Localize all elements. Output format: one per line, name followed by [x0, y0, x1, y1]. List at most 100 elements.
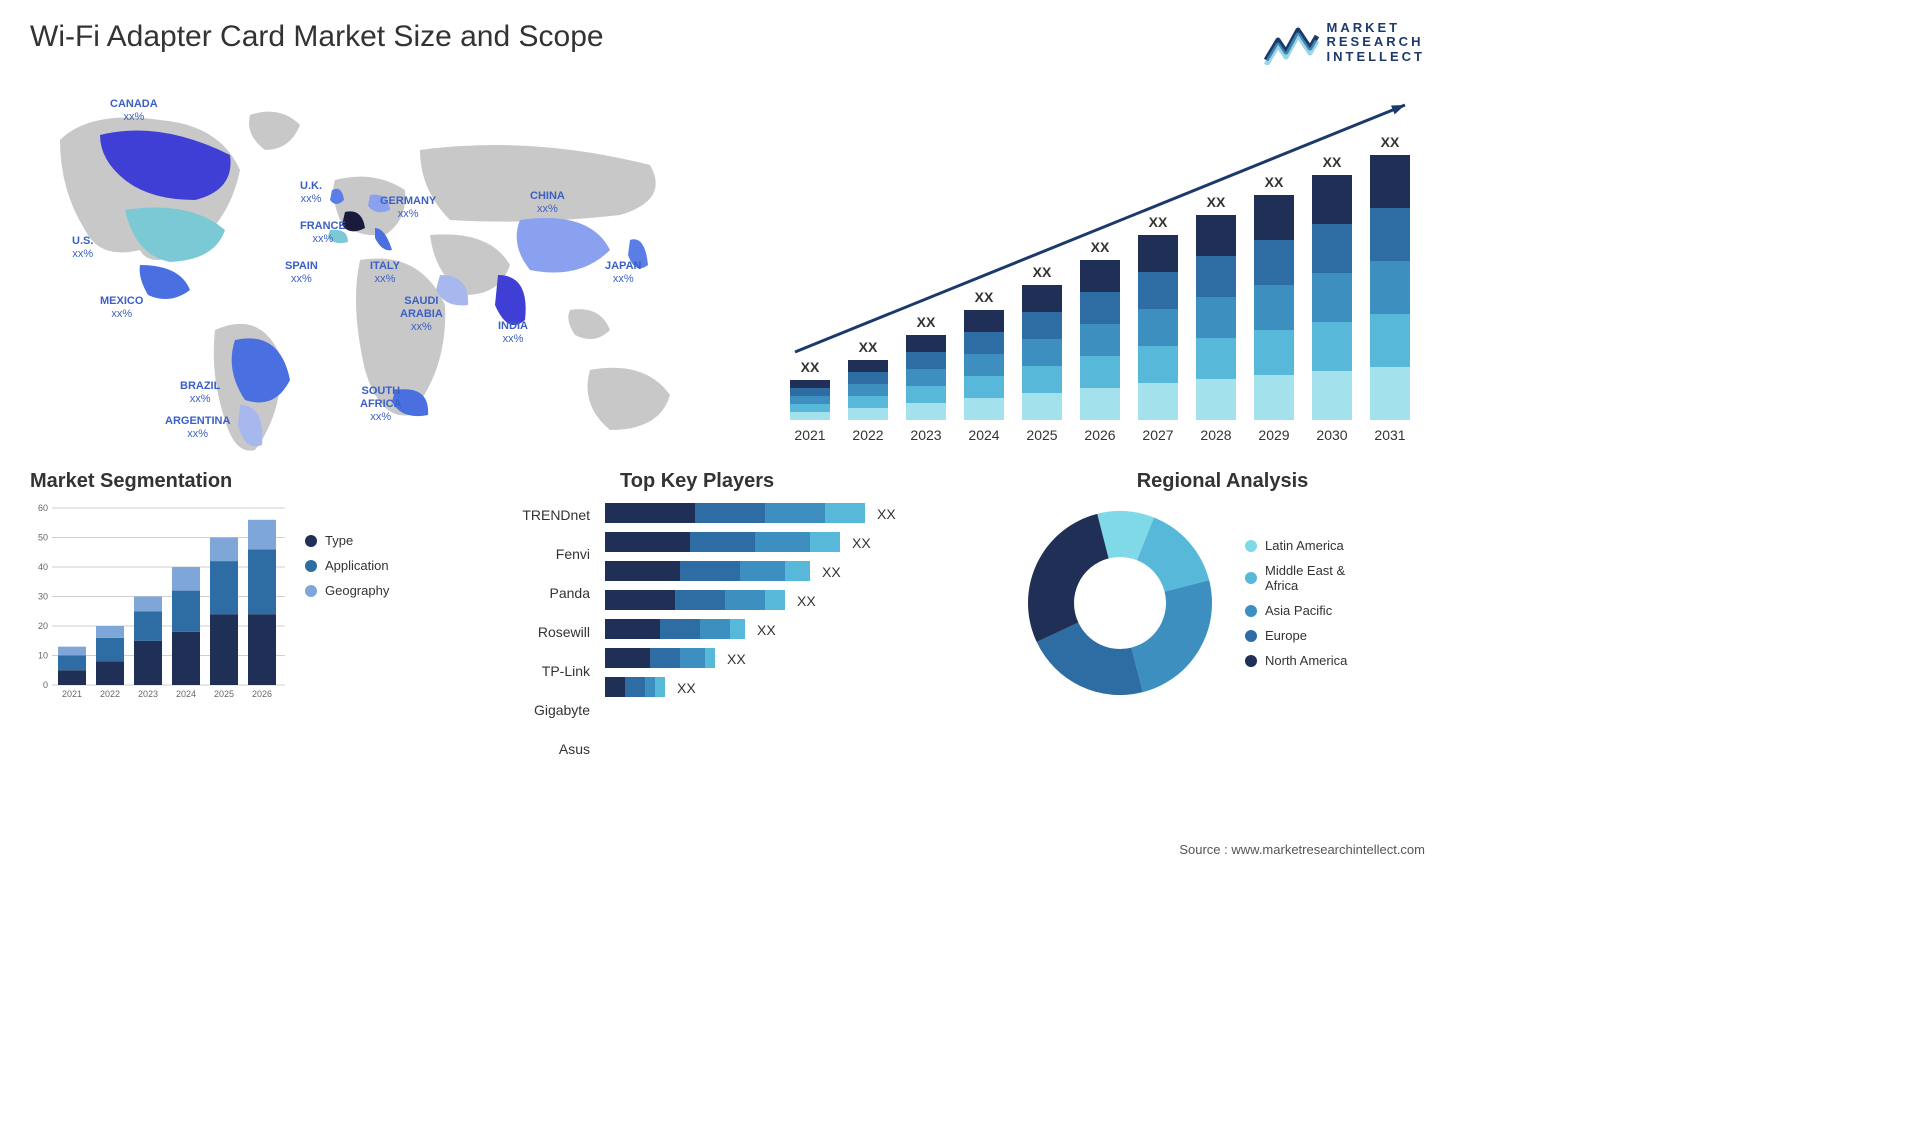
svg-text:XX: XX	[1207, 194, 1226, 210]
top-players-chart: XXXXXXXXXXXXXX	[605, 503, 955, 713]
map-label-france: FRANCExx%	[300, 220, 346, 246]
map-label-italy: ITALYxx%	[370, 260, 400, 286]
segmentation-title: Market Segmentation	[30, 470, 460, 493]
map-label-brazil: BRAZILxx%	[180, 380, 220, 406]
legend-label: Latin America	[1265, 538, 1344, 553]
map-label-argentina: ARGENTINAxx%	[165, 415, 230, 441]
legend-swatch	[305, 585, 317, 597]
main-bar-chart-panel: XX 2021 XX 2022 XX 2023 XX 2024 XX 2025 XX 2026 XX 20…	[760, 80, 1425, 460]
page-title: Wi-Fi Adapter Card Market Size and Scope	[30, 20, 604, 54]
svg-text:XX: XX	[1091, 239, 1110, 255]
legend-label: North America	[1265, 653, 1347, 668]
logo: MARKET RESEARCH INTELLECT	[1264, 20, 1426, 65]
svg-text:XX: XX	[1149, 214, 1168, 230]
legend-swatch	[1245, 572, 1257, 584]
top-players-labels: TRENDnetFenviPandaRosewillTP-LinkGigabyt…	[490, 503, 590, 768]
legend-swatch	[1245, 540, 1257, 552]
regional-legend-item: Asia Pacific	[1245, 603, 1347, 618]
regional-legend-item: Latin America	[1245, 538, 1347, 553]
svg-text:10: 10	[38, 651, 48, 661]
regional-legend-item: North America	[1245, 653, 1347, 668]
map-label-spain: SPAINxx%	[285, 260, 318, 286]
logo-line3: INTELLECT	[1327, 50, 1426, 64]
svg-text:XX: XX	[801, 359, 820, 375]
svg-text:2030: 2030	[1316, 427, 1347, 443]
segmentation-legend: Type Application Geography	[305, 503, 389, 598]
svg-text:2029: 2029	[1258, 427, 1289, 443]
svg-text:2023: 2023	[910, 427, 941, 443]
svg-text:60: 60	[38, 503, 48, 513]
legend-label: Geography	[325, 583, 389, 598]
player-label: Asus	[490, 739, 590, 768]
source-caption: Source : www.marketresearchintellect.com	[1179, 842, 1425, 857]
svg-text:XX: XX	[975, 289, 994, 305]
svg-text:XX: XX	[1265, 174, 1284, 190]
svg-text:XX: XX	[859, 339, 878, 355]
map-label-u.k.: U.K.xx%	[300, 180, 322, 206]
segmentation-chart-wrap: 0102030405060202120222023202420252026	[30, 503, 285, 718]
seg-legend-item: Application	[305, 558, 389, 573]
legend-swatch	[305, 560, 317, 572]
svg-text:50: 50	[38, 533, 48, 543]
legend-swatch	[1245, 655, 1257, 667]
player-label: Gigabyte	[490, 700, 590, 729]
map-label-japan: JAPANxx%	[605, 260, 641, 286]
svg-text:XX: XX	[822, 564, 841, 580]
svg-text:2022: 2022	[852, 427, 883, 443]
svg-text:2021: 2021	[794, 427, 825, 443]
regional-title: Regional Analysis	[1020, 470, 1425, 493]
legend-swatch	[305, 535, 317, 547]
top-players-panel: Top Key Players TRENDnetFenviPandaRosewi…	[490, 470, 990, 768]
legend-swatch	[1245, 630, 1257, 642]
map-label-south-africa: SOUTHAFRICAxx%	[360, 385, 402, 425]
player-label: Panda	[490, 583, 590, 612]
regional-legend-item: Europe	[1245, 628, 1347, 643]
svg-text:2024: 2024	[968, 427, 999, 443]
svg-text:2026: 2026	[1084, 427, 1115, 443]
legend-label: Middle East &Africa	[1265, 563, 1345, 593]
svg-text:XX: XX	[727, 651, 746, 667]
svg-text:XX: XX	[1381, 134, 1400, 150]
regional-legend: Latin America Middle East &Africa Asia Pac…	[1245, 538, 1347, 668]
legend-label: Application	[325, 558, 389, 573]
regional-legend-item: Middle East &Africa	[1245, 563, 1347, 593]
top-row: CANADAxx%U.S.xx%MEXICOxx%BRAZILxx%ARGENT…	[30, 80, 1425, 460]
top-players-chart-wrap: XXXXXXXXXXXXXX	[605, 503, 990, 768]
top-players-title: Top Key Players	[620, 470, 990, 493]
seg-legend-item: Geography	[305, 583, 389, 598]
svg-text:2025: 2025	[214, 689, 234, 699]
legend-label: Europe	[1265, 628, 1307, 643]
map-label-mexico: MEXICOxx%	[100, 295, 143, 321]
svg-text:XX: XX	[1033, 264, 1052, 280]
player-label: TP-Link	[490, 661, 590, 690]
player-label: TRENDnet	[490, 505, 590, 534]
svg-text:2025: 2025	[1026, 427, 1057, 443]
svg-text:2027: 2027	[1142, 427, 1173, 443]
segmentation-panel: Market Segmentation 01020304050602021202…	[30, 470, 460, 768]
regional-panel: Regional Analysis Latin America Middle Ea…	[1020, 470, 1425, 768]
world-map-panel: CANADAxx%U.S.xx%MEXICOxx%BRAZILxx%ARGENT…	[30, 80, 730, 460]
svg-text:XX: XX	[1323, 154, 1342, 170]
logo-line2: RESEARCH	[1327, 35, 1426, 49]
map-label-saudi-arabia: SAUDIARABIAxx%	[400, 295, 443, 335]
map-label-canada: CANADAxx%	[110, 98, 158, 124]
svg-text:XX: XX	[852, 535, 871, 551]
svg-text:20: 20	[38, 621, 48, 631]
regional-donut-chart	[1020, 503, 1220, 703]
main-bar-chart: XX 2021 XX 2022 XX 2023 XX 2024 XX 2025 XX 2026 XX 20…	[760, 80, 1420, 460]
svg-text:0: 0	[43, 680, 48, 690]
seg-legend-item: Type	[305, 533, 389, 548]
logo-text: MARKET RESEARCH INTELLECT	[1327, 21, 1426, 64]
logo-line1: MARKET	[1327, 21, 1426, 35]
legend-label: Type	[325, 533, 353, 548]
map-label-germany: GERMANYxx%	[380, 195, 436, 221]
legend-label: Asia Pacific	[1265, 603, 1332, 618]
svg-text:2021: 2021	[62, 689, 82, 699]
svg-text:2031: 2031	[1374, 427, 1405, 443]
svg-text:2023: 2023	[138, 689, 158, 699]
svg-text:2026: 2026	[252, 689, 272, 699]
svg-text:2022: 2022	[100, 689, 120, 699]
logo-icon	[1264, 20, 1319, 65]
header: Wi-Fi Adapter Card Market Size and Scope…	[30, 20, 1425, 65]
legend-swatch	[1245, 605, 1257, 617]
